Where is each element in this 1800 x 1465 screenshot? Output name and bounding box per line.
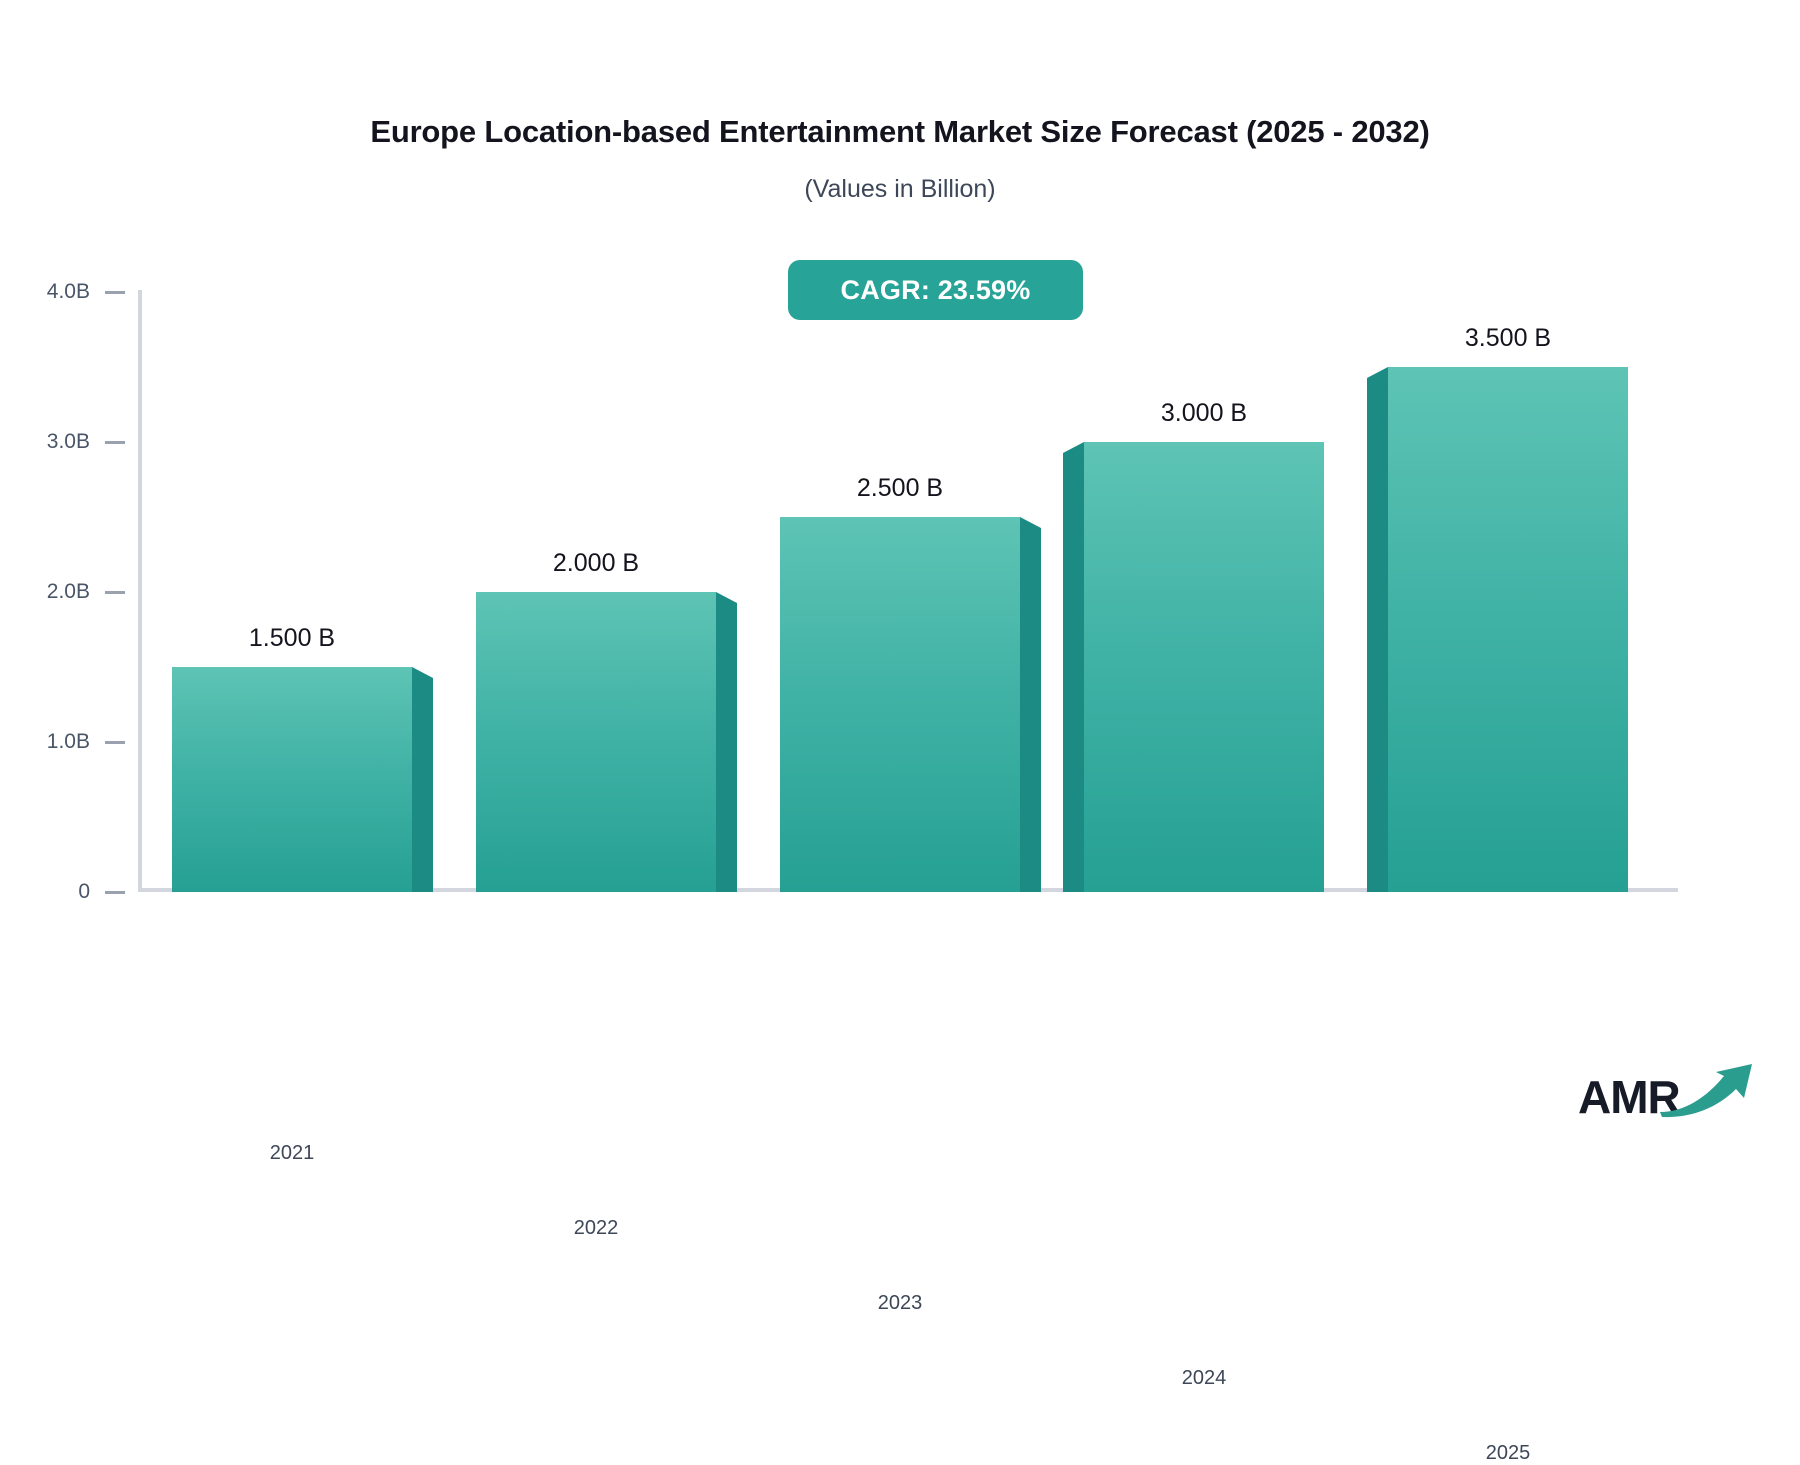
y-axis-tick-mark	[105, 890, 125, 894]
cagr-badge: CAGR: 23.59%	[788, 260, 1083, 320]
y-axis-tick-label: 3.0B	[46, 430, 90, 453]
bar-top-bevel	[1063, 442, 1084, 453]
bar-2021: 1.500 B 2021	[172, 624, 433, 1164]
bar-top-bevel	[1367, 367, 1388, 378]
bar-side-face	[1020, 528, 1041, 892]
bar-top-bevel	[412, 667, 433, 678]
x-axis-tick-label: 2021	[269, 1142, 315, 1164]
plot-area: 0 1.0B 2.0B 3.0B 4.0B 1.500 B 2021 2.000 B 2022 2…	[47, 280, 1660, 1464]
bar-value-label: 2.000 B	[552, 549, 640, 577]
x-axis-tick-label: 2024	[1181, 1367, 1227, 1389]
y-axis-tick-label: 4.0B	[46, 280, 90, 303]
x-axis-tick-label: 2022	[573, 1217, 619, 1239]
bar-front-face	[780, 517, 1020, 892]
y-axis-tick-label: 2.0B	[46, 580, 90, 603]
bar-value-label: 1.500 B	[248, 624, 336, 652]
amr-logo: AMR	[1578, 1056, 1758, 1126]
bar-top-bevel	[1020, 517, 1041, 528]
chart-subtitle: (Values in Billion)	[804, 175, 996, 203]
bar-front-face	[1388, 367, 1628, 892]
chart-title: Europe Location-based Entertainment Mark…	[370, 114, 1430, 149]
bar-front-face	[476, 592, 716, 892]
y-axis-line	[138, 290, 142, 890]
bar-2023: 2.500 B 2023	[780, 474, 1041, 1314]
y-axis-tick-mark	[105, 590, 125, 594]
bar-side-face	[716, 603, 737, 892]
bar-value-label: 3.500 B	[1464, 324, 1552, 352]
bar-front-face	[172, 667, 412, 892]
x-axis-tick-label: 2023	[877, 1292, 923, 1314]
y-axis-tick-mark	[105, 740, 125, 744]
bar-top-bevel	[716, 592, 737, 603]
y-axis-tick-mark	[105, 290, 125, 294]
y-axis-tick-mark	[105, 440, 125, 444]
bar-side-face	[1367, 378, 1388, 892]
growth-arrow-icon	[1660, 1064, 1752, 1118]
bar-side-face	[412, 678, 433, 892]
bar-2022: 2.000 B 2022	[476, 549, 737, 1239]
y-axis-tick-label: 0	[78, 880, 90, 903]
bar-side-face	[1063, 453, 1084, 892]
bar-value-label: 3.000 B	[1160, 399, 1248, 427]
bar-front-face	[1084, 442, 1324, 892]
chart-figure: Europe Location-based Entertainment Mark…	[46, 114, 1758, 1464]
bar-2025: 3.500 B 2025	[1367, 324, 1628, 1464]
bar-2024: 3.000 B 2024	[1063, 399, 1324, 1389]
bar-value-label: 2.500 B	[856, 474, 944, 502]
x-axis-tick-label: 2025	[1485, 1442, 1531, 1464]
y-axis-tick-label: 1.0B	[46, 730, 90, 753]
